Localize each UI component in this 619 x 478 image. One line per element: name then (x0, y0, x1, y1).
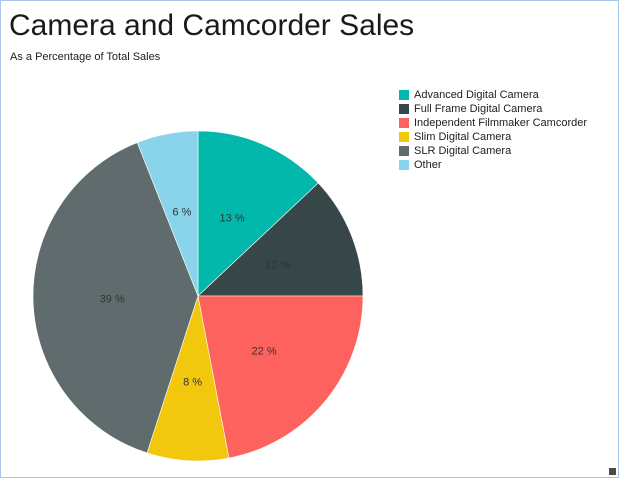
legend-label: Other (414, 158, 442, 171)
legend-item-2[interactable]: Independent Filmmaker Camcorder (399, 116, 588, 129)
pie-slice-1[interactable] (197, 182, 364, 297)
legend-label: Full Frame Digital Camera (414, 102, 543, 115)
legend-swatch (399, 159, 409, 170)
legend-label: Slim Digital Camera (414, 130, 512, 143)
resize-handle[interactable] (609, 468, 616, 475)
legend-item-3[interactable]: Slim Digital Camera (399, 130, 587, 143)
legend-item-0[interactable]: Advanced Digital Camera (399, 88, 587, 101)
pie-slice-0[interactable] (197, 130, 319, 297)
legend-swatch (399, 89, 409, 100)
pie-slice-5[interactable] (136, 130, 199, 297)
legend-label: Independent Filmmaker Camcorder (414, 116, 588, 129)
legend-item-5[interactable]: Other (399, 158, 587, 171)
legend-label: SLR Digital Camera (414, 144, 512, 157)
slice-label: 8 % (183, 377, 202, 389)
slice-label: 22 % (252, 346, 277, 358)
slice-label: 6 % (172, 207, 191, 219)
slice-label: 13 % (220, 212, 245, 224)
pie-slice-2[interactable] (197, 295, 364, 459)
slice-label: 39 % (100, 294, 125, 306)
pie-slice-4[interactable] (32, 142, 199, 454)
legend-swatch (399, 131, 409, 142)
legend-swatch (399, 103, 409, 114)
legend-item-4[interactable]: SLR Digital Camera (399, 144, 587, 157)
legend-item-1[interactable]: Full Frame Digital Camera (399, 102, 587, 115)
chart-subtitle: As a Percentage of Total Sales (10, 51, 161, 63)
legend-label: Advanced Digital Camera (414, 88, 539, 101)
legend: Advanced Digital Camera Full Frame Digita… (399, 88, 588, 171)
legend-swatch (399, 117, 409, 128)
legend-swatch (399, 145, 409, 156)
chart-title: Camera and Camcorder Sales (9, 9, 415, 42)
slice-label: 12 % (265, 259, 290, 271)
